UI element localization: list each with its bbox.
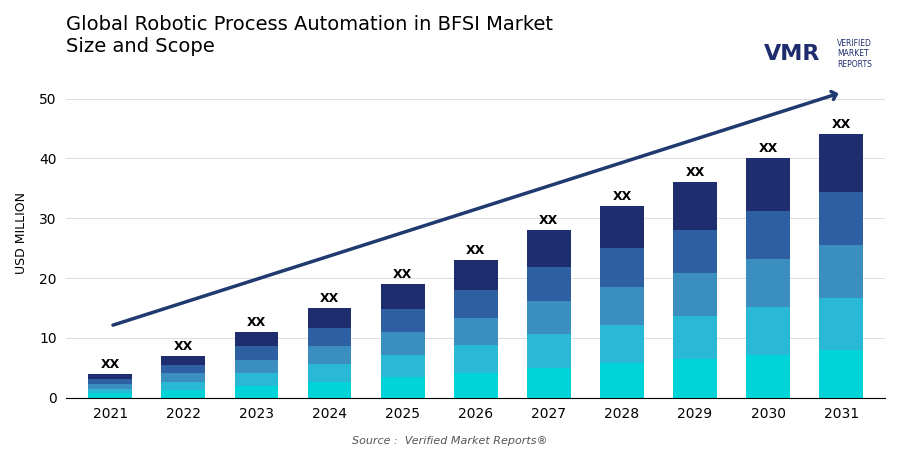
Bar <box>161 382 205 390</box>
Bar <box>88 393 132 398</box>
Bar <box>88 384 132 389</box>
Bar <box>308 346 352 364</box>
Text: XX: XX <box>686 166 705 180</box>
Bar <box>88 389 132 393</box>
Bar <box>600 206 644 248</box>
Text: Global Robotic Process Automation in BFSI Market
Size and Scope: Global Robotic Process Automation in BFS… <box>67 15 554 56</box>
Bar <box>308 328 352 346</box>
Bar <box>454 318 498 346</box>
Bar <box>454 290 498 318</box>
Bar <box>161 374 205 382</box>
Bar <box>526 301 571 334</box>
Bar <box>600 363 644 398</box>
Text: XX: XX <box>759 143 778 155</box>
Bar <box>161 390 205 398</box>
Bar <box>746 158 790 211</box>
Bar <box>526 368 571 398</box>
Text: XX: XX <box>393 268 412 281</box>
Bar <box>600 287 644 325</box>
Bar <box>454 260 498 290</box>
Y-axis label: USD MILLION: USD MILLION <box>15 192 28 274</box>
Bar <box>381 309 425 332</box>
Bar <box>381 332 425 355</box>
Text: XX: XX <box>466 244 485 257</box>
Bar <box>88 379 132 384</box>
Bar <box>454 346 498 373</box>
Bar <box>600 248 644 287</box>
Text: Source :  Verified Market Reports®: Source : Verified Market Reports® <box>352 436 548 446</box>
Bar <box>673 316 717 359</box>
Bar <box>235 373 278 386</box>
Bar <box>673 230 717 273</box>
Bar <box>819 135 863 193</box>
Bar <box>819 298 863 351</box>
Bar <box>673 273 717 316</box>
Bar <box>746 259 790 307</box>
Bar <box>308 382 352 398</box>
Text: XX: XX <box>539 214 558 227</box>
Bar <box>161 365 205 374</box>
Bar <box>308 364 352 382</box>
Bar <box>161 356 205 365</box>
Bar <box>673 359 717 398</box>
Bar <box>235 332 278 347</box>
Text: XX: XX <box>832 118 850 131</box>
Bar <box>526 230 571 267</box>
Bar <box>746 355 790 398</box>
Text: XX: XX <box>174 340 193 353</box>
Bar <box>235 360 278 373</box>
Bar <box>308 308 352 328</box>
Text: XX: XX <box>612 190 632 203</box>
Bar <box>600 325 644 363</box>
Bar <box>454 373 498 398</box>
Bar <box>381 355 425 377</box>
Bar <box>526 334 571 368</box>
Text: VMR: VMR <box>764 44 820 64</box>
Bar <box>819 351 863 398</box>
Text: XX: XX <box>247 316 266 329</box>
Text: XX: XX <box>320 292 339 305</box>
Bar <box>88 374 132 379</box>
Bar <box>235 386 278 398</box>
Text: XX: XX <box>101 358 120 371</box>
Bar <box>819 245 863 298</box>
Bar <box>381 284 425 309</box>
Bar <box>746 307 790 355</box>
Bar <box>746 211 790 259</box>
Text: VERIFIED
MARKET
REPORTS: VERIFIED MARKET REPORTS <box>837 39 872 69</box>
Bar <box>526 267 571 301</box>
Bar <box>235 346 278 360</box>
Bar <box>381 377 425 398</box>
Bar <box>819 193 863 245</box>
Bar <box>673 182 717 230</box>
